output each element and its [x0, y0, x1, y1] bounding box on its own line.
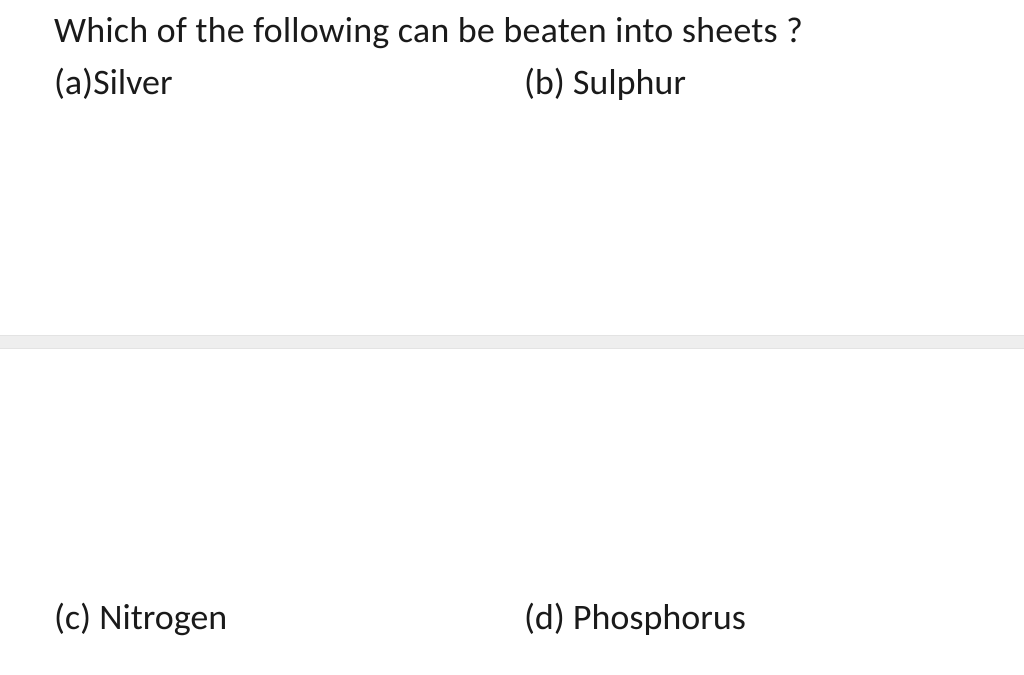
option-d-label: Phosphorus: [565, 595, 746, 639]
option-a-marker: (a): [54, 60, 93, 104]
options-row-2: (c) Nitrogen (d) Phosphorus: [54, 595, 974, 639]
page: Which of the following can be beaten int…: [0, 0, 1024, 675]
option-c-label: Nitrogen: [91, 595, 227, 639]
option-b-marker: (b): [524, 60, 565, 104]
option-a-label: Silver: [93, 60, 172, 104]
option-b-label: Sulphur: [565, 60, 686, 104]
question-text: Which of the following can be beaten int…: [54, 8, 803, 52]
option-c: (c) Nitrogen: [54, 595, 524, 639]
options-row-1: (a)Silver (b) Sulphur: [54, 60, 974, 104]
option-d: (d) Phosphorus: [524, 595, 974, 639]
option-a: (a)Silver: [54, 60, 524, 104]
option-b: (b) Sulphur: [524, 60, 974, 104]
option-d-marker: (d): [524, 595, 565, 639]
option-c-marker: (c): [54, 595, 91, 639]
section-divider: [0, 335, 1024, 349]
